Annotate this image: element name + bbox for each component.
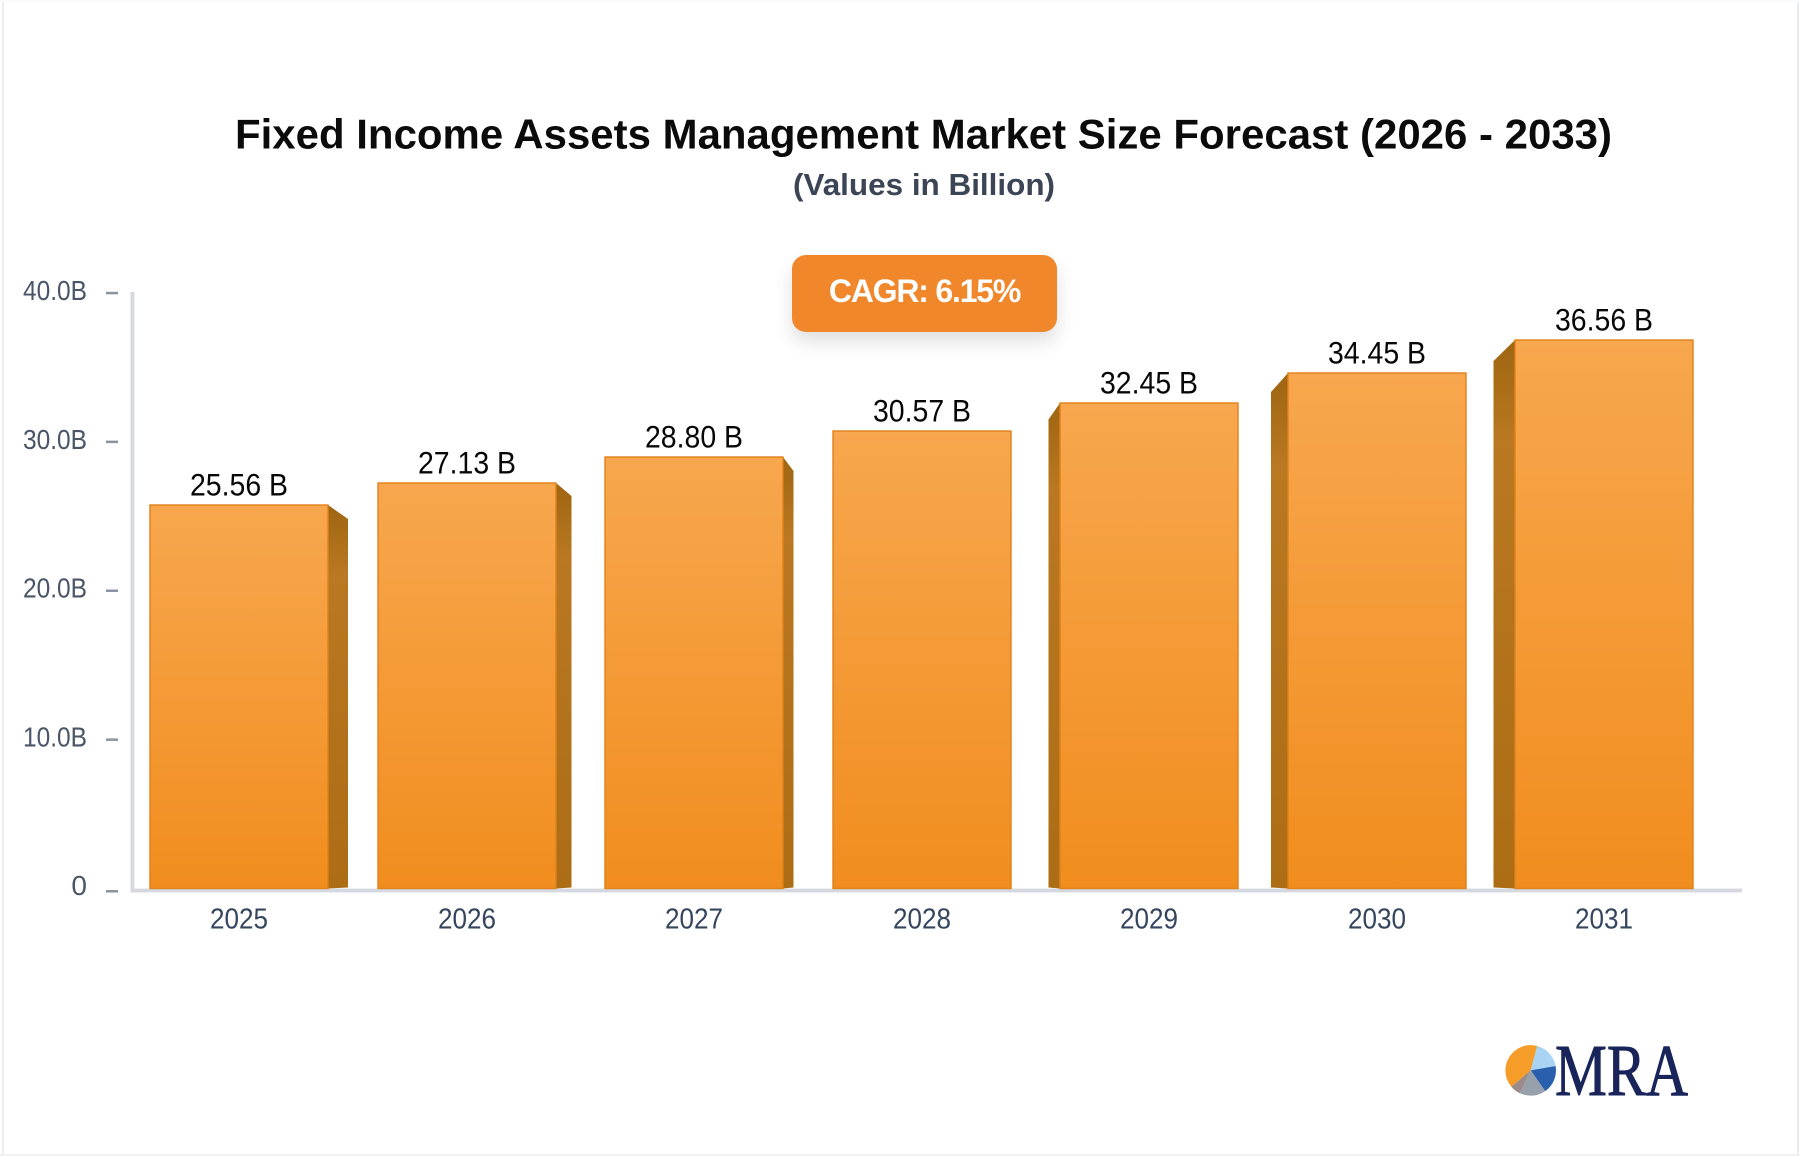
- svg-text:2029: 2029: [1120, 904, 1178, 936]
- svg-text:25.56 B: 25.56 B: [190, 467, 288, 503]
- svg-text:27.13 B: 27.13 B: [418, 445, 516, 481]
- svg-text:28.80 B: 28.80 B: [645, 419, 743, 455]
- svg-text:MRA: MRA: [1555, 1031, 1688, 1112]
- svg-text:30.57 B: 30.57 B: [873, 393, 971, 429]
- svg-text:34.45 B: 34.45 B: [1328, 335, 1426, 371]
- svg-text:40.0B: 40.0B: [23, 275, 87, 306]
- svg-text:2026: 2026: [438, 904, 496, 936]
- svg-text:2027: 2027: [665, 904, 723, 936]
- svg-text:2028: 2028: [893, 904, 951, 936]
- svg-text:(Values in Billion): (Values in Billion): [793, 168, 1055, 202]
- svg-text:2025: 2025: [210, 904, 268, 936]
- svg-text:32.45 B: 32.45 B: [1100, 365, 1198, 401]
- svg-text:Fixed Income Assets Management: Fixed Income Assets Management Market Si…: [235, 111, 1612, 158]
- svg-text:2030: 2030: [1348, 904, 1406, 936]
- svg-text:2031: 2031: [1575, 904, 1633, 936]
- svg-text:36.56 B: 36.56 B: [1555, 302, 1653, 338]
- svg-text:20.0B: 20.0B: [23, 573, 87, 604]
- svg-text:10.0B: 10.0B: [23, 722, 87, 753]
- svg-text:30.0B: 30.0B: [23, 424, 87, 455]
- svg-text:0: 0: [71, 870, 87, 901]
